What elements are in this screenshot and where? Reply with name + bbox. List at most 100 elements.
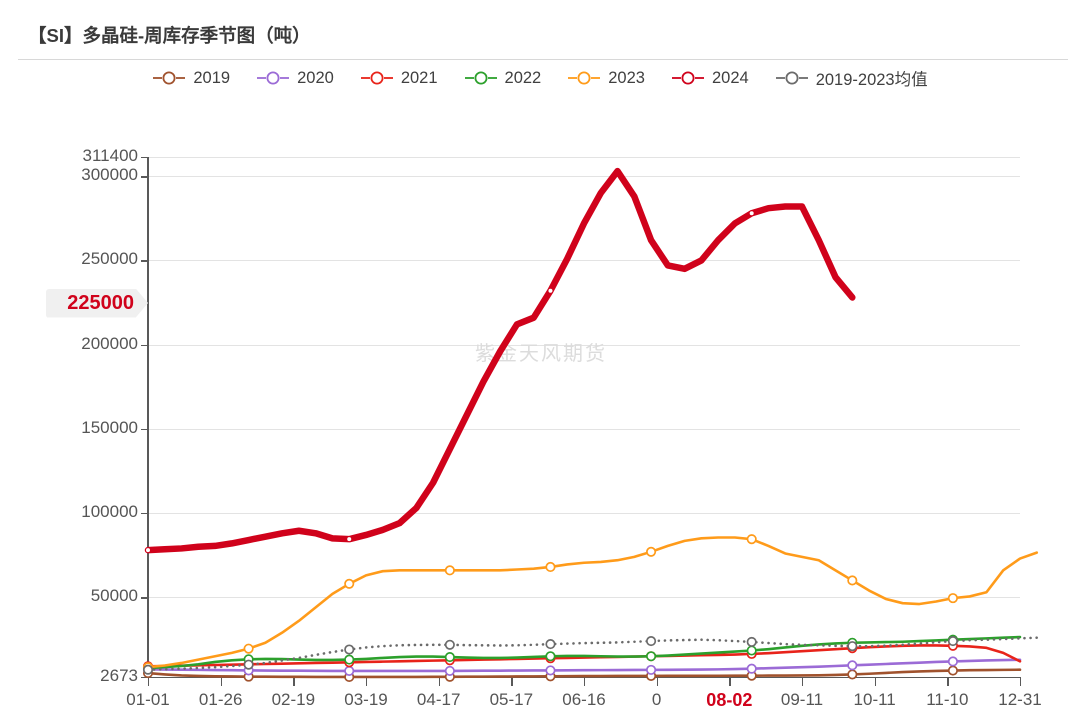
x-axis-label: 01-01 [126, 690, 170, 709]
legend-item-2023[interactable]: 2023 [567, 69, 645, 88]
y-axis-tick [141, 428, 148, 431]
x-axis-label: 05-17 [489, 690, 534, 709]
legend-marker-icon [360, 71, 393, 85]
y-axis-tick [141, 176, 148, 178]
data-point-marker [444, 665, 455, 676]
data-point-marker [947, 636, 958, 647]
x-axis-label: 04-17 [416, 690, 461, 709]
data-point-marker [847, 669, 858, 680]
x-axis-label: 12-31 [998, 690, 1042, 709]
watermark: 紫金天风期货 [475, 343, 607, 365]
data-point-marker [545, 651, 556, 662]
y-axis-tick [141, 260, 148, 262]
gridline [148, 597, 1020, 599]
data-point-marker [947, 656, 958, 667]
data-point-marker [142, 664, 154, 675]
y-axis-label: 2673 [100, 666, 138, 685]
data-point-marker [444, 565, 455, 576]
x-axis-tick [1020, 677, 1022, 686]
y-axis-highlight-callout: 225000 [46, 288, 148, 318]
legend-marker-icon [153, 71, 186, 85]
data-point-marker [545, 639, 556, 650]
legend-item-2020[interactable]: 2020 [256, 69, 334, 88]
data-point-marker [847, 660, 858, 671]
data-point-marker [847, 575, 858, 586]
data-point-marker [749, 211, 754, 216]
x-axis-tick [366, 677, 368, 686]
legend-label: 2019-2023均值 [815, 71, 928, 89]
x-axis-label: 06-16 [562, 690, 606, 709]
gridline [148, 513, 1020, 515]
legend-item-2019-2023均值[interactable]: 2019-2023均值 [775, 66, 928, 90]
data-point-marker [243, 643, 254, 654]
data-point-marker [646, 636, 657, 647]
x-axis-tick [148, 677, 150, 686]
legend-item-2019[interactable]: 2019 [152, 69, 230, 88]
series-line-2021 [146, 644, 1022, 668]
data-point-marker [646, 546, 657, 557]
series-line-2019-2023均值 [146, 636, 1039, 672]
data-point-marker [146, 548, 150, 553]
x-axis-tick [584, 677, 586, 686]
series-line-2024 [144, 167, 856, 554]
x-axis-label: 02-19 [271, 690, 316, 709]
x-axis-tick [511, 677, 513, 686]
data-point-marker [344, 654, 355, 665]
title-divider [18, 59, 1068, 60]
legend-label: 2019 [193, 68, 231, 87]
legend-label: 2024 [711, 68, 749, 87]
gridline [148, 344, 1020, 346]
x-axis-tick [438, 677, 441, 686]
series-line-2020 [146, 658, 1022, 673]
x-axis-label: 09-11 [780, 690, 824, 709]
data-point-marker [347, 537, 352, 542]
y-axis-label: 300000 [81, 165, 138, 185]
x-axis-label-highlight: 08-02 [706, 690, 753, 710]
legend-marker-icon [775, 71, 808, 85]
data-point-marker [746, 663, 757, 674]
x-axis-tick [220, 677, 223, 686]
legend-label: 2022 [504, 68, 542, 87]
legend-marker-icon [568, 71, 601, 85]
y-axis-tick [141, 677, 148, 679]
data-point-marker [243, 659, 254, 670]
gridline [148, 157, 1020, 158]
y-axis-label: 150000 [81, 417, 138, 437]
y-axis-tick [141, 344, 148, 347]
data-point-marker [545, 665, 556, 676]
legend-marker-icon [257, 71, 290, 85]
y-axis-tick [141, 597, 148, 599]
x-axis-tick [729, 677, 731, 686]
legend-item-2024[interactable]: 2024 [671, 69, 749, 88]
data-point-marker [545, 561, 556, 573]
data-point-marker [746, 534, 757, 545]
legend-marker-icon [464, 71, 497, 85]
y-axis-label: 311400 [82, 146, 138, 165]
chart-legend: 2019 2020 2021 2022 2023 2024 2019-2023均值 [0, 66, 1080, 90]
y-axis-label: 250000 [81, 249, 138, 269]
y-axis-label: 100000 [81, 502, 138, 522]
data-point-marker [344, 644, 355, 655]
page-title: 【SI】多晶硅-周库存季节图（吨） [28, 25, 311, 46]
x-axis-tick [656, 677, 659, 686]
legend-item-2022[interactable]: 2022 [464, 68, 542, 88]
gridline [148, 428, 1020, 430]
x-axis-label: 11-10 [926, 690, 969, 709]
x-axis-tick [802, 677, 804, 686]
x-axis-tick [874, 677, 877, 686]
data-point-marker [746, 636, 757, 647]
x-axis-tick [947, 677, 949, 686]
data-point-marker [847, 641, 858, 652]
legend-label: 2020 [297, 68, 334, 87]
legend-marker-icon [671, 71, 704, 85]
x-axis-label: 03-19 [344, 690, 388, 709]
x-axis-tick [293, 677, 295, 686]
legend-item-2021[interactable]: 2021 [360, 69, 438, 88]
x-axis-label: 10-11 [853, 690, 896, 709]
series-line-2023 [146, 536, 1039, 669]
legend-label: 2021 [400, 68, 438, 87]
x-axis-label: 01-26 [198, 690, 243, 709]
data-point-marker [444, 652, 455, 663]
data-point-marker [646, 651, 657, 662]
